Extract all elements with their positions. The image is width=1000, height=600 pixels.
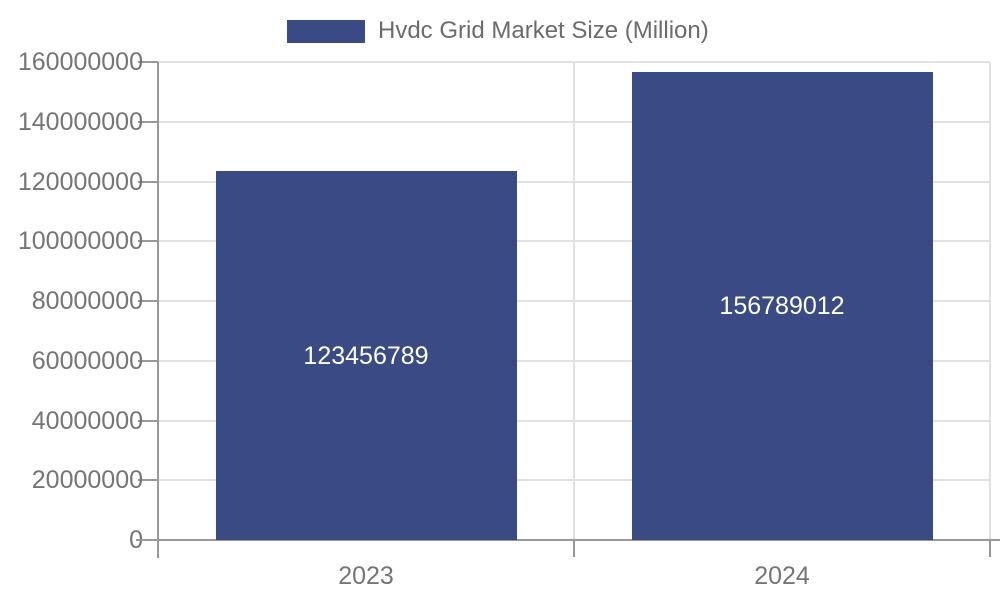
y-axis-label: 60000000: [31, 346, 143, 375]
y-axis-label: 0: [3, 526, 143, 554]
x-axis-tick: [573, 540, 575, 557]
x-axis-label: 2023: [338, 562, 394, 590]
legend-label: Hvdc Grid Market Size (Million): [378, 17, 709, 44]
y-axis-line: [157, 62, 159, 558]
y-axis-tick: [138, 479, 158, 482]
legend-swatch: [287, 19, 365, 43]
x-axis-line: [136, 539, 1000, 541]
x-axis-tick: [989, 540, 991, 557]
y-axis-tick: [138, 61, 158, 63]
y-axis-tick: [138, 359, 158, 362]
category-splitline: [989, 62, 991, 540]
legend-item[interactable]: Hvdc Grid Market Size (Million): [287, 14, 709, 48]
y-axis-label: 120000000: [17, 167, 143, 196]
y-axis-label: 100000000: [17, 227, 143, 256]
y-axis-label: 160000000: [17, 48, 143, 76]
bar[interactable]: [215, 171, 517, 540]
y-axis-label: 20000000: [31, 466, 143, 495]
y-axis-tick: [138, 180, 158, 183]
y-axis-label: 40000000: [31, 406, 143, 435]
bar[interactable]: [631, 71, 933, 540]
y-axis-tick: [138, 240, 158, 243]
y-axis-label: 140000000: [17, 107, 143, 136]
y-axis-tick: [138, 120, 158, 123]
y-axis-tick: [138, 300, 158, 302]
category-splitline: [573, 62, 575, 540]
y-axis-tick: [138, 419, 158, 422]
y-axis-label: 80000000: [31, 287, 143, 315]
x-axis-label: 2024: [754, 562, 810, 590]
